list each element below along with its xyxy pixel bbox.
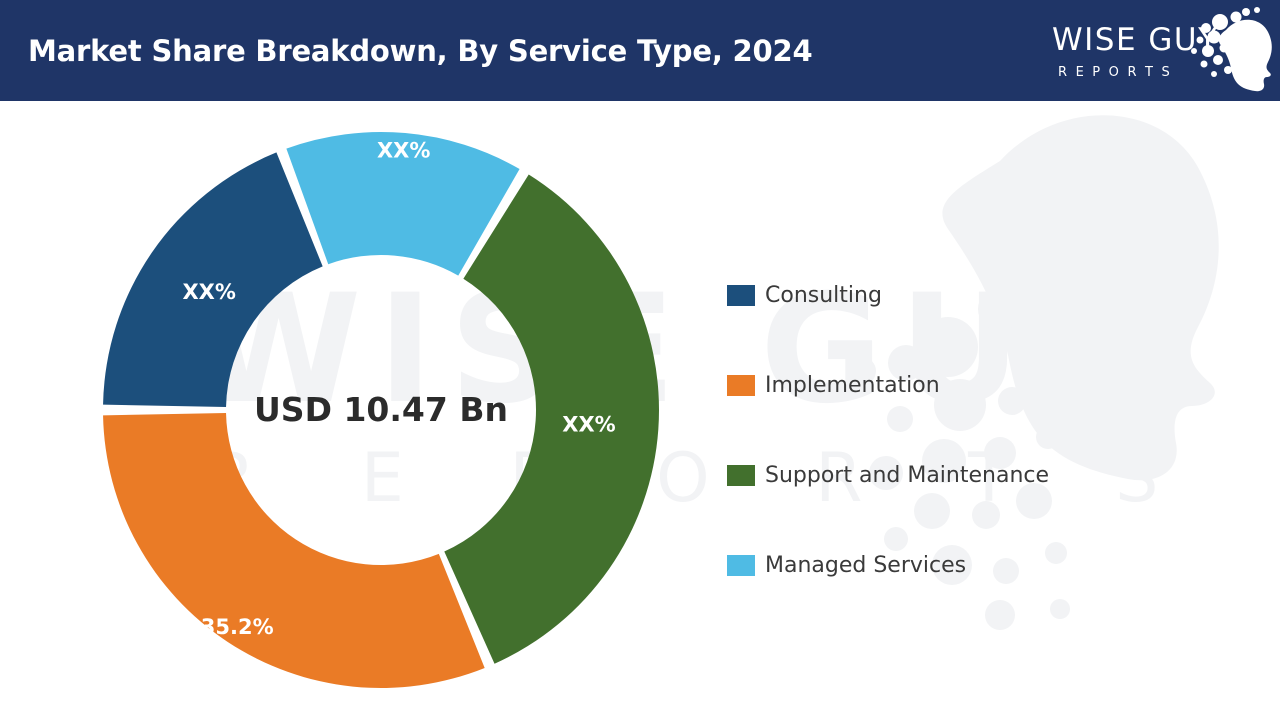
legend-item-support-and-maintenance[interactable]: Support and Maintenance <box>727 430 1147 520</box>
donut-slice-implementation[interactable] <box>103 412 485 688</box>
donut-slices <box>103 132 659 688</box>
donut-center-value: USD 10.47 Bn <box>254 390 508 429</box>
slice-label-consulting: XX% <box>182 280 235 304</box>
legend-item-consulting[interactable]: Consulting <box>727 250 1147 340</box>
legend-label-managed-services: Managed Services <box>765 552 967 578</box>
wise-guy-reports-logo: WISE GUY R E P O R T S <box>1048 4 1274 96</box>
legend-item-implementation[interactable]: Implementation <box>727 340 1147 430</box>
legend-label-support-and-maintenance: Support and Maintenance <box>765 462 1050 488</box>
slice-label-managed-services: XX% <box>377 138 430 162</box>
logo-secondary-text: R E P O R T S <box>1058 65 1172 80</box>
legend-item-managed-services[interactable]: Managed Services <box>727 520 1147 610</box>
legend-swatch-implementation <box>727 374 755 396</box>
legend-swatch-support-and-maintenance <box>727 464 755 486</box>
slice-label-support-and-maintenance: XX% <box>562 413 615 437</box>
donut-slice-managed-services[interactable] <box>286 132 520 276</box>
legend-swatch-consulting <box>727 284 755 306</box>
slice-label-implementation: 35.2% <box>201 615 274 639</box>
legend-label-consulting: Consulting <box>765 282 882 308</box>
header-bar: Market Share Breakdown, By Service Type,… <box>0 0 1280 101</box>
page-title: Market Share Breakdown, By Service Type,… <box>28 33 813 68</box>
legend-swatch-managed-services <box>727 554 755 576</box>
legend-label-implementation: Implementation <box>765 372 940 398</box>
donut-slice-consulting[interactable] <box>103 152 323 408</box>
donut-slice-support-and-maintenance[interactable] <box>444 174 659 664</box>
donut-chart: XX% 35.2% XX% XX% USD 10.47 Bn <box>0 101 720 720</box>
donut-slice-labels: XX% 35.2% XX% XX% <box>182 138 615 639</box>
chart-legend: Consulting Implementation Support and Ma… <box>727 250 1147 610</box>
head-profile-dots-icon <box>1191 7 1272 92</box>
logo-primary-text: WISE GUY <box>1052 22 1219 58</box>
